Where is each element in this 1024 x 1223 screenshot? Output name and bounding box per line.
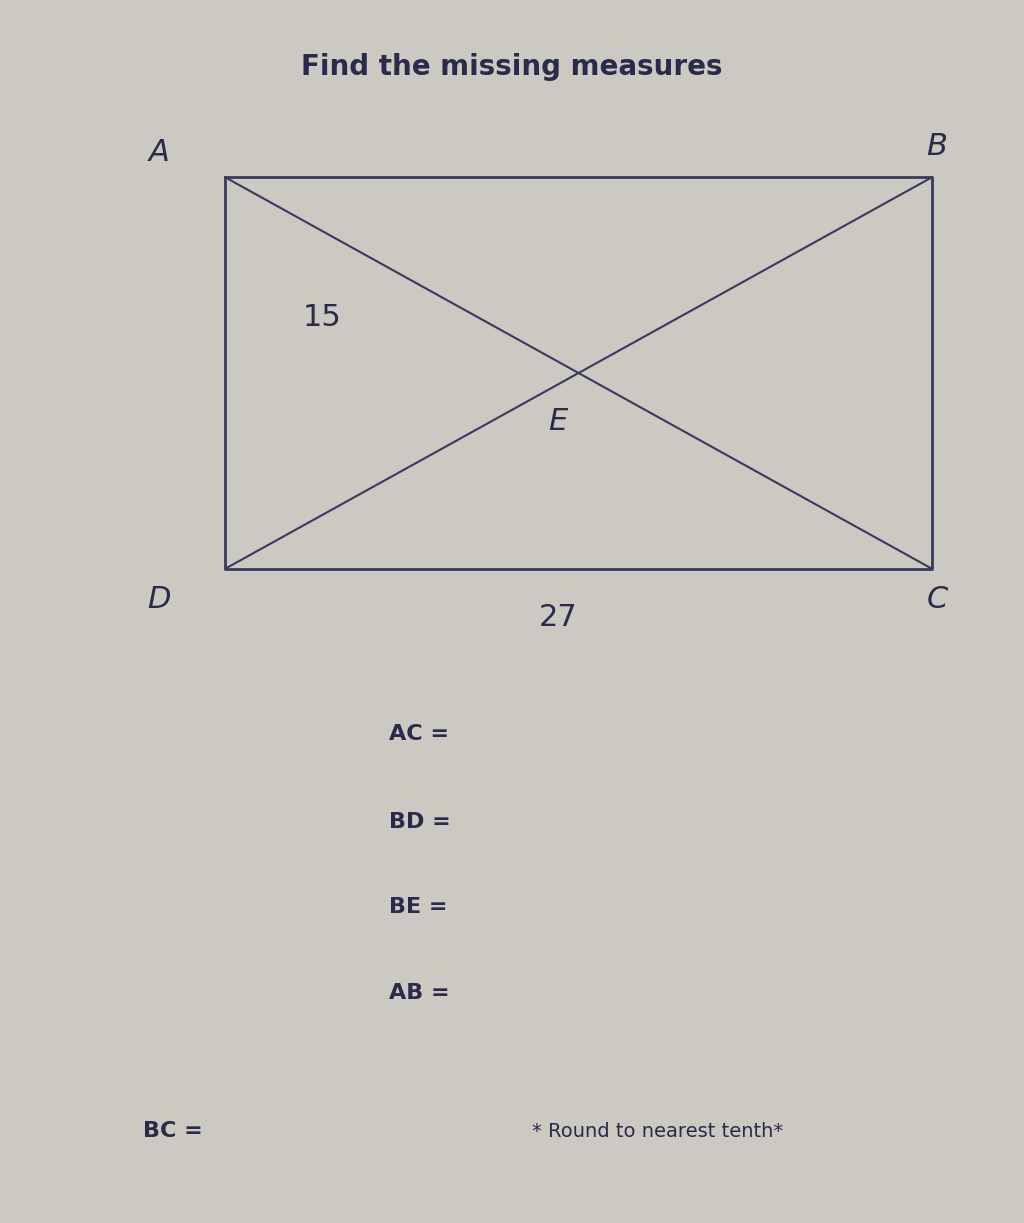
Text: 15: 15 <box>303 303 342 333</box>
Text: A: A <box>148 138 169 168</box>
Text: Find the missing measures: Find the missing measures <box>301 54 723 81</box>
Text: D: D <box>147 585 170 614</box>
Text: BE =: BE = <box>389 898 447 917</box>
Text: BC =: BC = <box>143 1121 203 1141</box>
Text: C: C <box>927 585 947 614</box>
Text: 27: 27 <box>539 603 578 632</box>
Text: E: E <box>549 407 567 437</box>
Text: BD =: BD = <box>389 812 451 832</box>
Text: AC =: AC = <box>389 724 450 744</box>
Text: * Round to nearest tenth*: * Round to nearest tenth* <box>532 1121 783 1141</box>
Text: AB =: AB = <box>389 983 450 1003</box>
Text: B: B <box>927 132 947 161</box>
